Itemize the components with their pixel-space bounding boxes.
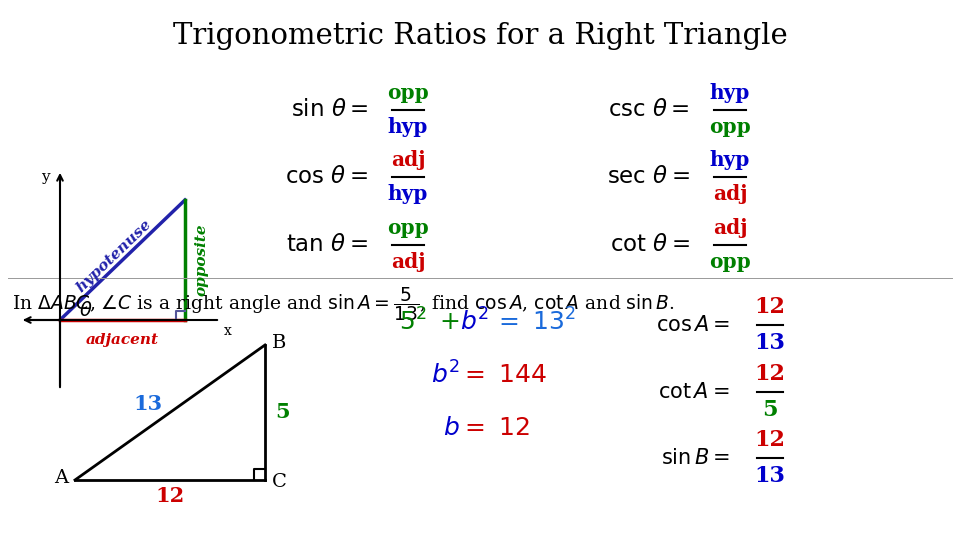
Text: opp: opp xyxy=(709,117,751,137)
Text: adj: adj xyxy=(391,252,425,272)
Text: 13: 13 xyxy=(755,465,785,488)
Text: C: C xyxy=(272,473,286,491)
Text: opp: opp xyxy=(709,252,751,272)
Text: adjacent: adjacent xyxy=(86,333,159,347)
Text: 12: 12 xyxy=(156,486,184,506)
Text: $\tan\,\theta =$: $\tan\,\theta =$ xyxy=(286,234,368,256)
Text: 12: 12 xyxy=(755,295,785,318)
Text: adj: adj xyxy=(391,150,425,170)
Text: $=\ 13^2$: $=\ 13^2$ xyxy=(494,308,576,335)
Text: $=\ 144$: $=\ 144$ xyxy=(460,363,547,387)
Text: hypotenuse: hypotenuse xyxy=(74,217,155,295)
Text: $b^2$: $b^2$ xyxy=(431,361,460,389)
Text: opposite: opposite xyxy=(194,224,208,296)
Text: adj: adj xyxy=(712,184,747,204)
Text: $\cos A =$: $\cos A =$ xyxy=(656,315,730,335)
Text: Trigonometric Ratios for a Right Triangle: Trigonometric Ratios for a Right Triangl… xyxy=(173,22,787,50)
Text: hyp: hyp xyxy=(709,83,750,103)
Text: opp: opp xyxy=(387,83,429,103)
Text: 12: 12 xyxy=(755,362,785,384)
Text: A: A xyxy=(54,469,68,487)
Text: 13: 13 xyxy=(133,395,162,415)
Text: $\theta$: $\theta$ xyxy=(80,300,93,320)
Text: $\cot A =$: $\cot A =$ xyxy=(659,382,730,402)
Text: hyp: hyp xyxy=(709,150,750,170)
Text: $=\ 12$: $=\ 12$ xyxy=(460,416,530,440)
Text: $\sin\,\theta =$: $\sin\,\theta =$ xyxy=(291,99,368,121)
Text: $b$: $b$ xyxy=(444,416,460,440)
Text: hyp: hyp xyxy=(388,184,428,204)
Text: $\cos\,\theta =$: $\cos\,\theta =$ xyxy=(285,166,368,188)
Text: $\csc\,\theta =$: $\csc\,\theta =$ xyxy=(609,99,690,121)
Text: 12: 12 xyxy=(755,429,785,450)
Text: 5: 5 xyxy=(276,402,290,422)
Text: 5: 5 xyxy=(762,400,778,422)
Text: $\cot\,\theta =$: $\cot\,\theta =$ xyxy=(610,234,690,256)
Text: $\sin B =$: $\sin B =$ xyxy=(660,448,730,468)
Text: opp: opp xyxy=(387,218,429,238)
Text: 13: 13 xyxy=(755,333,785,354)
Text: B: B xyxy=(272,334,286,352)
Text: $\sec\,\theta =$: $\sec\,\theta =$ xyxy=(607,166,690,188)
Text: hyp: hyp xyxy=(388,117,428,137)
Text: x: x xyxy=(224,324,232,338)
Text: y: y xyxy=(41,170,50,184)
Text: $5^2\ +\ $: $5^2\ +\ $ xyxy=(398,308,460,335)
Text: $b^2$: $b^2$ xyxy=(460,308,489,335)
Text: adj: adj xyxy=(712,218,747,238)
Text: In $\Delta ABC$, $\angle C$ is a right angle and $\sin A = \dfrac{5}{13}$, find : In $\Delta ABC$, $\angle C$ is a right a… xyxy=(12,285,675,323)
